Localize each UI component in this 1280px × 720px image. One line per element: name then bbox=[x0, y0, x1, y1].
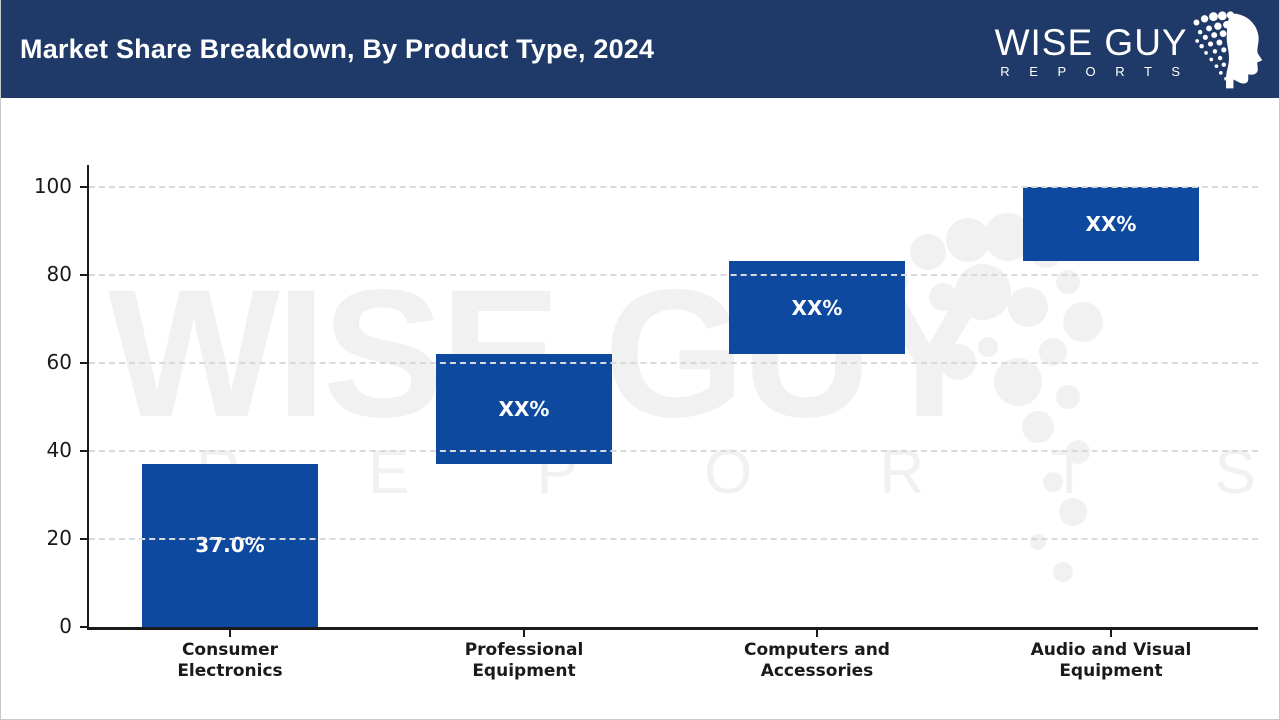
logo-text: WISE GUY R E P O R T S bbox=[994, 21, 1188, 80]
y-tick-label: 80 bbox=[46, 261, 72, 286]
y-tick-mark bbox=[80, 449, 89, 452]
bar-segment: XX% bbox=[1023, 186, 1199, 262]
bar-segment: XX% bbox=[729, 261, 905, 354]
y-tick-mark bbox=[80, 273, 89, 276]
logo-subtitle: R E P O R T S bbox=[1000, 64, 1188, 80]
bar-value-label: XX% bbox=[791, 295, 843, 320]
gridline bbox=[89, 537, 1258, 540]
bar-value-label: 37.0% bbox=[195, 533, 265, 558]
bar-segment: 37.0% bbox=[142, 464, 318, 627]
y-tick-mark bbox=[80, 626, 89, 628]
watermark-dots-icon bbox=[888, 213, 1103, 582]
y-tick-mark bbox=[80, 537, 89, 540]
y-tick-label: 100 bbox=[33, 173, 72, 198]
logo-wordmark: WISE GUY bbox=[994, 21, 1188, 63]
x-axis bbox=[87, 627, 1258, 630]
y-tick-label: 60 bbox=[46, 349, 72, 374]
gridline bbox=[89, 185, 1258, 188]
wise-guy-reports-logo: WISE GUY R E P O R T S bbox=[994, 11, 1266, 91]
y-axis bbox=[87, 165, 89, 630]
y-tick-mark bbox=[80, 361, 89, 364]
gridline bbox=[89, 361, 1258, 364]
y-tick-mark bbox=[80, 185, 89, 188]
logo-head-icon bbox=[1193, 11, 1263, 89]
gridline bbox=[89, 273, 1258, 276]
x-axis-label-line: Equipment bbox=[472, 661, 576, 681]
x-tick-mark bbox=[1110, 630, 1112, 637]
x-axis-label-line: Computers and bbox=[744, 640, 890, 660]
page-title: Market Share Breakdown, By Product Type,… bbox=[20, 34, 655, 64]
x-axis-label: Audio and Visual Equipment bbox=[981, 640, 1241, 682]
x-tick-mark bbox=[816, 630, 818, 637]
x-tick-mark bbox=[229, 630, 231, 637]
x-axis-label-line: Consumer bbox=[181, 640, 279, 660]
bar-value-label: XX% bbox=[498, 396, 550, 421]
header-banner: Market Share Breakdown, By Product Type,… bbox=[0, 0, 1280, 98]
x-axis-label-line: Professional bbox=[464, 640, 584, 660]
x-axis-label: Computers and Accessories bbox=[687, 640, 947, 682]
bar-segment: XX% bbox=[436, 353, 612, 464]
x-axis-label: Professional Equipment bbox=[394, 640, 654, 682]
x-axis-label-line: Audio and Visual bbox=[1030, 640, 1192, 660]
y-tick-label: 20 bbox=[46, 525, 72, 550]
x-tick-mark bbox=[523, 630, 525, 637]
gridline bbox=[89, 449, 1258, 452]
x-axis-label-line: Electronics bbox=[177, 661, 283, 681]
y-tick-label: 40 bbox=[46, 437, 72, 462]
x-axis-label: Consumer Electronics bbox=[100, 640, 360, 682]
bar-value-label: XX% bbox=[1085, 211, 1137, 236]
x-axis-label-line: Accessories bbox=[760, 661, 874, 681]
x-axis-label-line: Equipment bbox=[1059, 661, 1163, 681]
y-tick-label: 0 bbox=[59, 614, 72, 638]
